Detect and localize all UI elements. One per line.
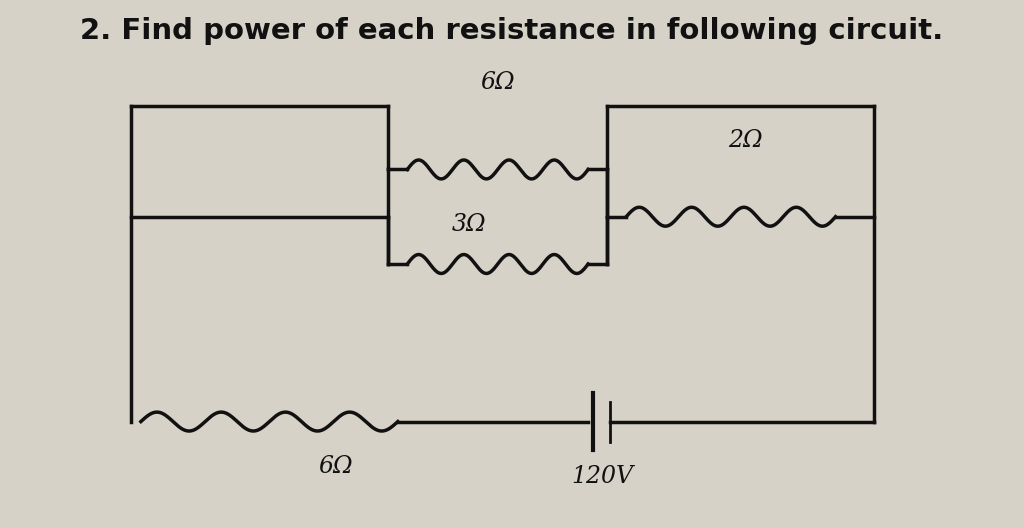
Text: 6Ω: 6Ω — [318, 455, 353, 478]
Text: 120V: 120V — [571, 465, 634, 488]
Text: 2. Find power of each resistance in following circuit.: 2. Find power of each resistance in foll… — [80, 17, 944, 45]
Text: 2Ω: 2Ω — [728, 129, 763, 152]
Text: 3Ω: 3Ω — [452, 213, 486, 236]
Text: 6Ω: 6Ω — [480, 71, 515, 95]
